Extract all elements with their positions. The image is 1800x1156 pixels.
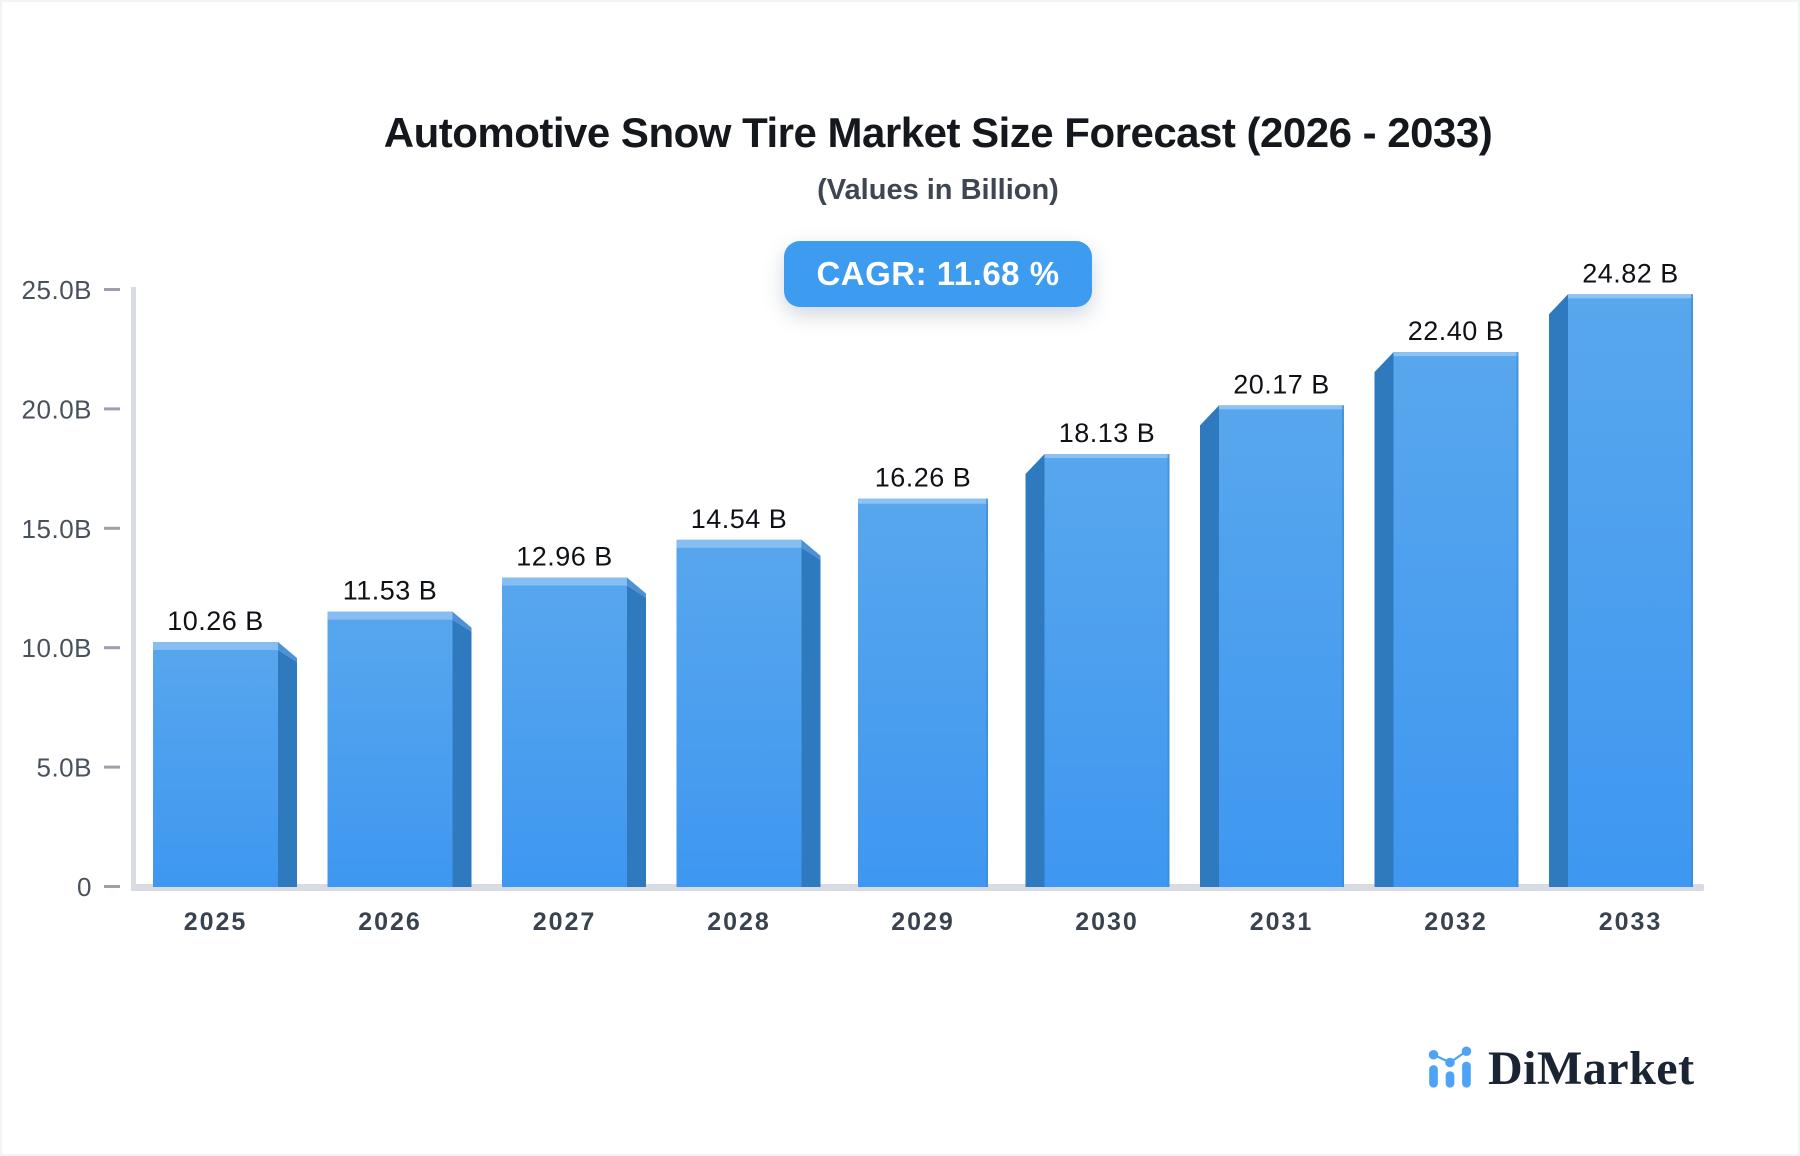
bar-front-face [1568, 294, 1693, 887]
bar-top-edge [1568, 294, 1693, 299]
bar-front-face [1393, 352, 1519, 887]
brand-logo-text: DiMarket [1488, 1042, 1695, 1095]
bar-2027: 12.96 B 2027 [502, 542, 646, 936]
bar-top-face [153, 641, 278, 650]
bar-right-edge [1342, 405, 1344, 887]
x-tick-label: 2031 [1250, 908, 1314, 936]
bar-top-face [327, 611, 453, 620]
bar-corner-chamfer [627, 577, 646, 598]
x-tick-label: 2030 [1075, 908, 1139, 936]
bar-2033: 24.82 B 2033 [1549, 258, 1693, 936]
bar-front-face [1219, 405, 1344, 887]
bar-value-label: 18.13 B [1059, 418, 1156, 448]
y-tick-mark [104, 765, 120, 769]
bar-2029: 16.26 B 2029 [858, 463, 988, 936]
y-tick-mark [104, 288, 120, 291]
bar-side-face [627, 585, 646, 887]
bar-side-face [278, 649, 297, 887]
y-tick-mark [104, 526, 120, 530]
bar-right-edge [1691, 294, 1693, 887]
bar-value-label: 12.96 B [516, 542, 613, 572]
bar-front-face [676, 539, 802, 887]
bar-side-face [1200, 405, 1219, 887]
bar-value-label: 14.54 B [691, 504, 788, 534]
x-tick-label: 2028 [707, 908, 771, 936]
x-tick-label: 2033 [1599, 908, 1663, 936]
y-tick-label: 15.0B [22, 514, 92, 544]
bar-corner-chamfer [801, 539, 821, 560]
y-tick-mark [104, 885, 120, 888]
bar-side-face [1374, 352, 1394, 887]
x-tick-label: 2027 [533, 908, 597, 936]
y-tick-mark [104, 407, 120, 411]
bar-value-label: 10.26 B [167, 606, 264, 636]
bar-2030: 18.13 B 2030 [1025, 418, 1170, 936]
y-tick-label: 20.0B [22, 394, 92, 424]
bar-value-label: 24.82 B [1582, 258, 1679, 288]
bar-corner-chamfer [452, 611, 472, 632]
bar-front-face [502, 577, 627, 887]
bar-chart-logo-icon [1424, 1040, 1476, 1097]
bar-right-edge [1167, 454, 1170, 887]
bar-front-face [327, 611, 453, 887]
bar-top-edge [1219, 405, 1344, 410]
y-tick-label: 10.0B [22, 633, 92, 663]
bar-front-face [858, 498, 988, 887]
x-tick-label: 2029 [891, 908, 955, 936]
bar-side-face [1549, 294, 1568, 887]
bar-top-edge [858, 498, 988, 504]
bar-2026: 11.53 B 2026 [327, 576, 472, 936]
bar-front-face [153, 641, 278, 887]
bar-right-edge [986, 498, 988, 887]
y-tick-label: 0 [77, 872, 92, 902]
brand-logo: DiMarket [1424, 1040, 1695, 1097]
x-tick-label: 2026 [358, 908, 422, 936]
y-axis-line [131, 287, 136, 891]
bar-top-face [676, 539, 802, 548]
bar-value-label: 22.40 B [1408, 316, 1505, 346]
cagr-badge: CAGR: 11.68 % [784, 241, 1092, 308]
bar-2032: 22.40 B 2032 [1374, 316, 1519, 936]
bar-right-edge [1516, 352, 1519, 887]
bar-value-label: 11.53 B [343, 576, 438, 606]
bar-top-edge [1044, 454, 1170, 459]
chart-title: Automotive Snow Tire Market Size Forecas… [383, 109, 1493, 156]
y-tick-label: 25.0B [22, 275, 92, 305]
x-tick-label: 2025 [184, 908, 248, 936]
bar-side-face [801, 547, 821, 887]
bar-side-face [1025, 454, 1045, 887]
bar-top-edge [1393, 352, 1519, 357]
bar-value-label: 20.17 B [1233, 369, 1330, 399]
y-tick-mark [104, 646, 120, 650]
bar-2025: 10.26 B 2025 [153, 606, 297, 936]
bar-front-face [1044, 454, 1170, 887]
y-tick-label: 5.0B [37, 753, 93, 783]
bar-2031: 20.17 B 2031 [1200, 369, 1344, 936]
bar-corner-chamfer [278, 641, 297, 662]
x-tick-label: 2032 [1424, 908, 1488, 936]
chart-header: Automotive Snow Tire Market Size Forecas… [132, 2, 1744, 308]
bar-value-label: 16.26 B [875, 463, 972, 493]
chart-subtitle: (Values in Billion) [817, 174, 1059, 207]
bar-top-face [502, 577, 627, 586]
bar-side-face [452, 619, 472, 887]
bar-2028: 14.54 B 2028 [676, 504, 821, 936]
